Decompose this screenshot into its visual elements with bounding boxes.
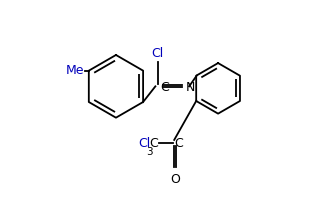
Text: Cl: Cl	[138, 137, 151, 150]
Text: N: N	[186, 80, 195, 93]
Text: C: C	[160, 80, 169, 93]
Text: 3: 3	[146, 146, 153, 156]
Text: C: C	[174, 137, 183, 150]
Text: O: O	[170, 172, 180, 185]
Text: Cl: Cl	[151, 47, 164, 60]
Text: C: C	[149, 137, 158, 150]
Text: Me: Me	[65, 64, 84, 77]
